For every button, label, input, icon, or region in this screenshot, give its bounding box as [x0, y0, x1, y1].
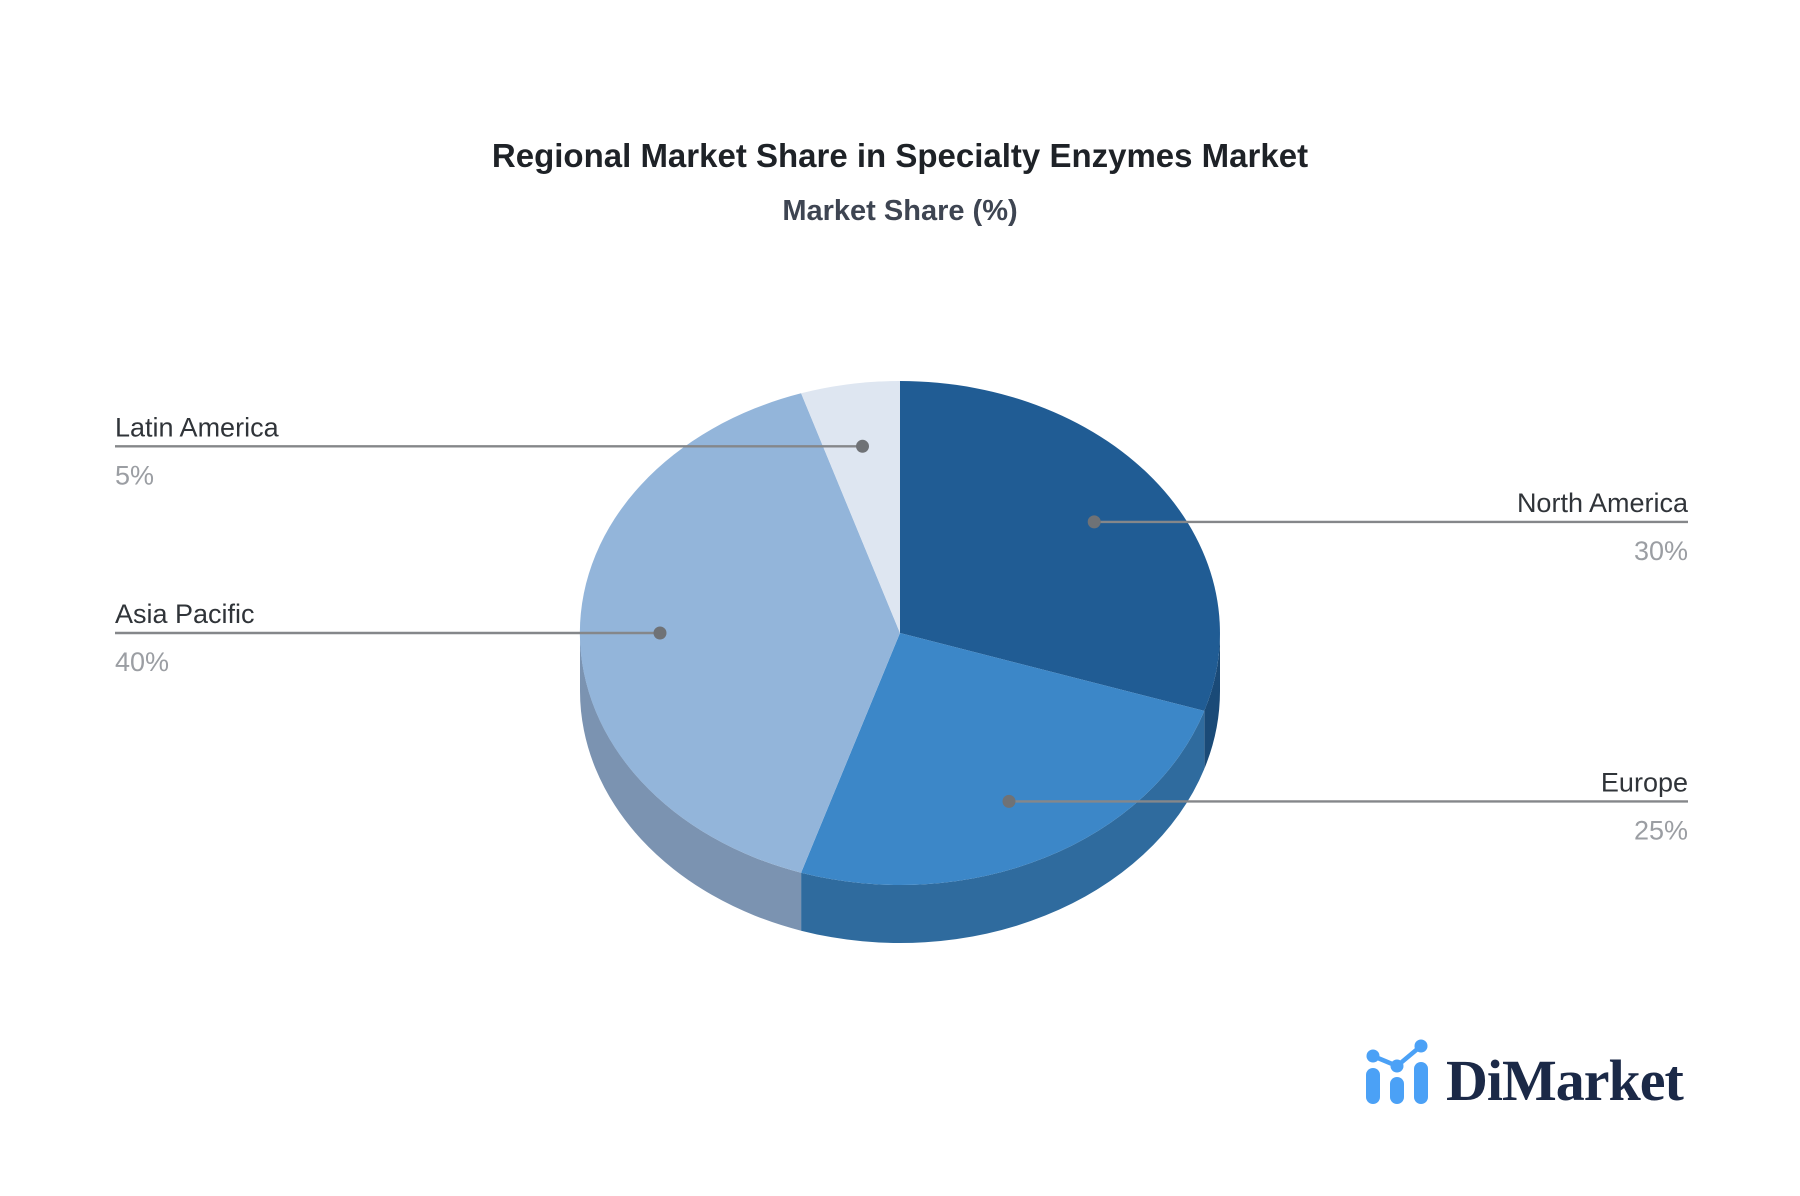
pie-side-north-america [1204, 633, 1220, 769]
callout-value-asia-pacific: 40% [115, 647, 169, 677]
callout-value-europe: 25% [1634, 815, 1688, 845]
callout-dot [1087, 515, 1101, 529]
logo-bar [1414, 1062, 1428, 1104]
chart-title: Regional Market Share in Specialty Enzym… [492, 137, 1308, 174]
brand-logo[interactable]: DiMarket [1366, 1039, 1685, 1114]
callout-north-america: North America 30% [1087, 488, 1689, 566]
callout-value-north-america: 30% [1634, 536, 1688, 566]
pie-side-europe [801, 710, 1205, 944]
callout-value-latin-america: 5% [115, 460, 154, 490]
chart-subtitle: Market Share (%) [782, 195, 1017, 227]
pie [579, 381, 1220, 886]
callout-latin-america: Latin America 5% [115, 412, 869, 490]
logo-trend-dot [1366, 1049, 1380, 1063]
callout-dot [856, 439, 869, 453]
callout-dot [653, 626, 667, 640]
pie-3d-sides [580, 633, 1220, 944]
brand-logo-text: DiMarket [1446, 1048, 1684, 1113]
callout-asia-pacific: Asia Pacific 40% [115, 599, 667, 677]
callout-label-europe: Europe [1601, 767, 1688, 797]
logo-bar [1366, 1068, 1380, 1104]
pie-slice-latin-america[interactable] [801, 381, 900, 633]
logo-trend-dot [1390, 1059, 1404, 1073]
callout-label-asia-pacific: Asia Pacific [115, 599, 255, 629]
pie-slice-north-america[interactable] [900, 381, 1220, 711]
pie-side-asia-pacific [580, 633, 802, 931]
pie-callouts: North America 30% Europe 25% Asia Pacific 40%… [115, 412, 1689, 845]
logo-trend-dot [1414, 1039, 1428, 1053]
pie-slice-asia-pacific[interactable] [579, 393, 900, 873]
callout-label-latin-america: Latin America [115, 412, 280, 442]
bar-chart-trend-icon [1366, 1039, 1428, 1104]
logo-bar [1390, 1077, 1404, 1104]
callout-dot [1002, 794, 1016, 808]
callout-europe: Europe 25% [1002, 767, 1688, 845]
callout-label-north-america: North America [1517, 488, 1689, 518]
pie-slice-europe[interactable] [801, 633, 1205, 886]
